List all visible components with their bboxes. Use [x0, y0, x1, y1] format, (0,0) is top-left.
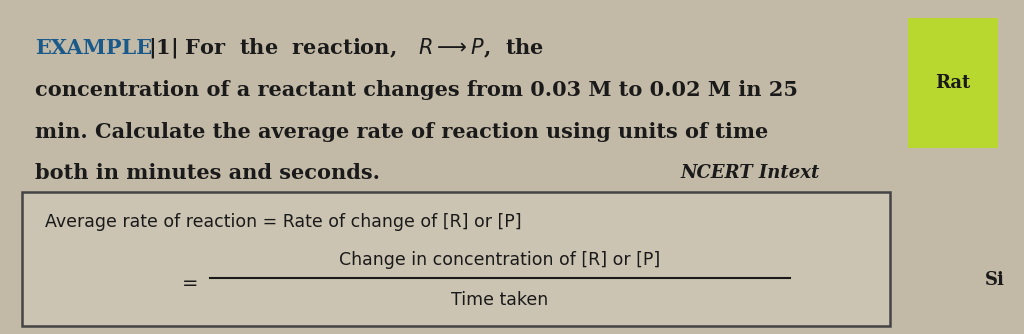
Text: Time taken: Time taken	[452, 291, 549, 309]
Text: Rat: Rat	[935, 74, 971, 92]
Bar	[908, 18, 998, 148]
Text: Average rate of reaction = Rate of change of [R] or [P]: Average rate of reaction = Rate of chang…	[45, 213, 521, 231]
Bar	[22, 192, 890, 326]
Text: |1| For  the  reaction,   $R \longrightarrow P$,  the: |1| For the reaction, $R \longrightarrow…	[148, 36, 544, 60]
Text: concentration of a reactant changes from 0.03 M to 0.02 M in 25: concentration of a reactant changes from…	[35, 80, 798, 100]
Text: min. Calculate the average rate of reaction using units of time: min. Calculate the average rate of react…	[35, 122, 768, 142]
Text: =: =	[181, 275, 199, 294]
Text: both in minutes and seconds.: both in minutes and seconds.	[35, 163, 380, 183]
Text: Si: Si	[985, 271, 1005, 289]
Text: NCERT Intext: NCERT Intext	[680, 164, 819, 182]
Text: EXAMPLE: EXAMPLE	[35, 38, 153, 58]
Text: Change in concentration of [R] or [P]: Change in concentration of [R] or [P]	[339, 251, 660, 269]
